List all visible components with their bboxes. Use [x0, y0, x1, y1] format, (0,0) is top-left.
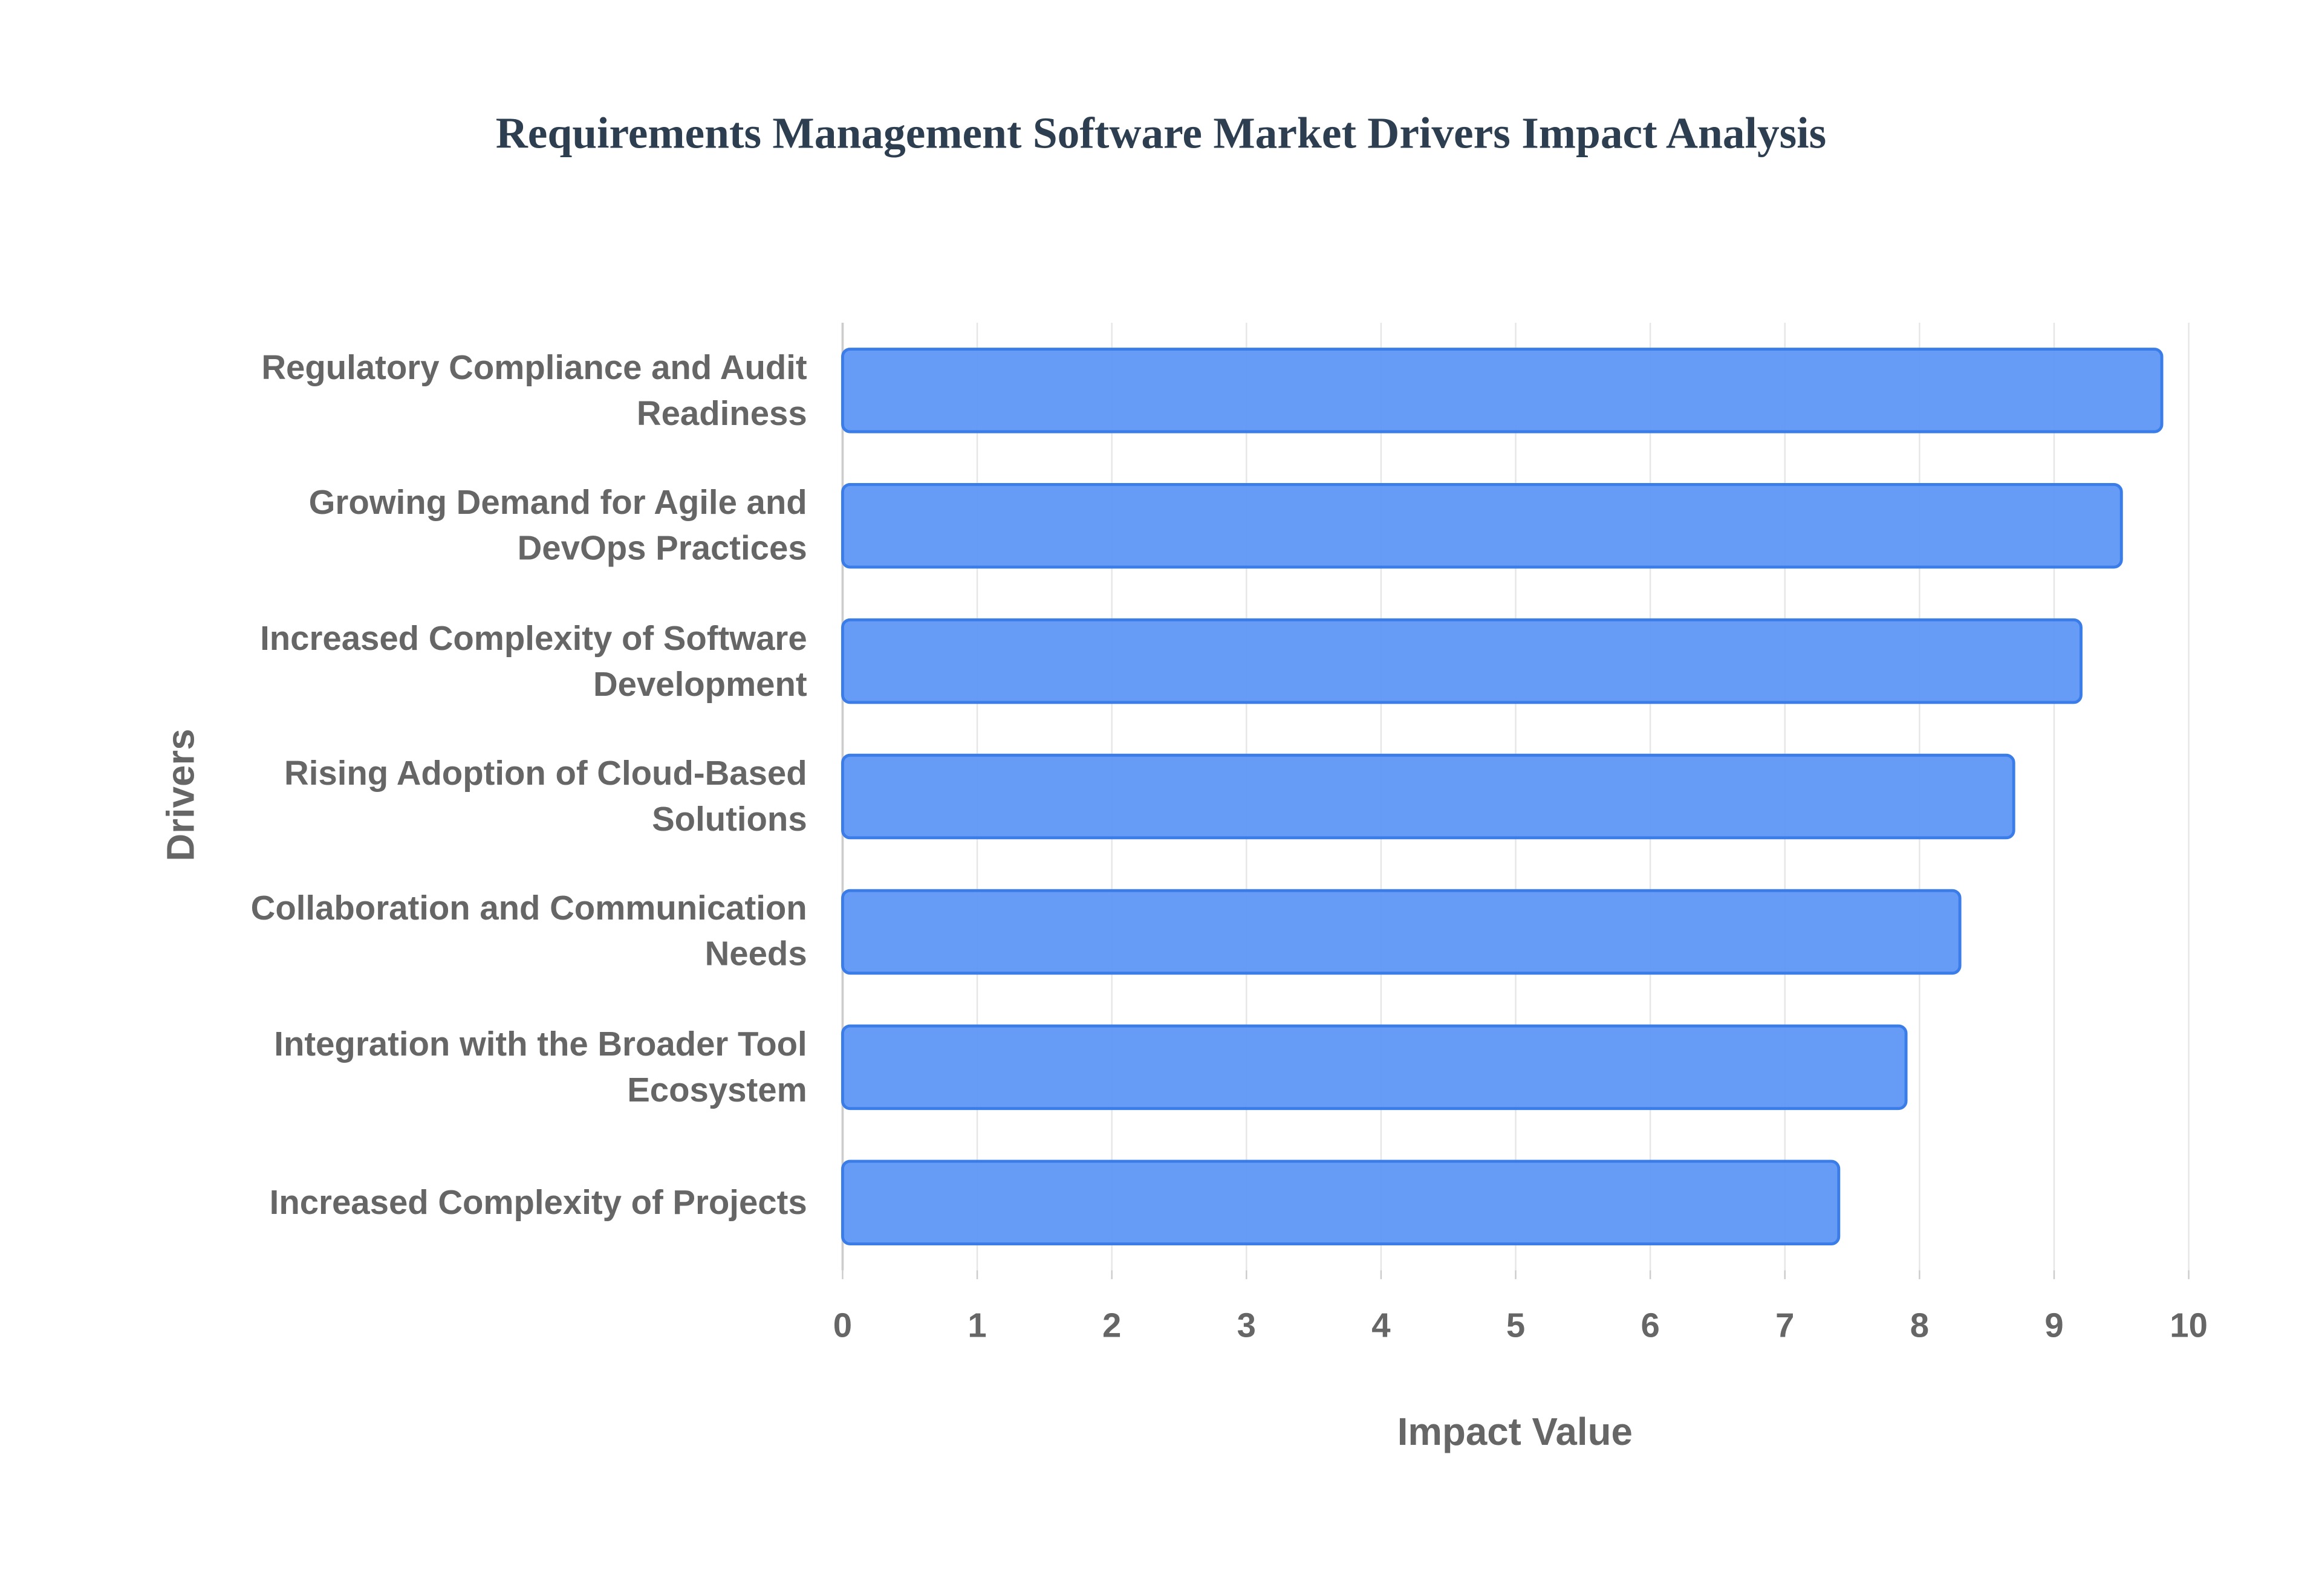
- x-axis-title: Impact Value: [1397, 1410, 1633, 1453]
- bar: [841, 618, 2083, 704]
- y-axis-title: Drivers: [159, 728, 202, 861]
- x-tick-label: 10: [2170, 1306, 2208, 1345]
- bar: [841, 889, 1962, 975]
- x-tick-label: 6: [1641, 1306, 1659, 1345]
- y-tick-label: Growing Demand for Agile and DevOps Prac…: [308, 482, 807, 568]
- y-tick-label-wrap: Growing Demand for Agile and DevOps Prac…: [215, 458, 807, 594]
- y-tick-label: Regulatory Compliance and Audit Readines…: [261, 347, 807, 432]
- y-tick-label-box: Integration with the Broader Tool Ecosys…: [215, 999, 807, 1135]
- x-tick-label: 8: [1910, 1306, 1929, 1345]
- x-tick-label: 4: [1371, 1306, 1391, 1345]
- x-tick-label: 2: [1102, 1306, 1121, 1345]
- chart-title: Requirements Management Software Market …: [496, 109, 1827, 158]
- y-tick-label: Increased Complexity of Projects: [269, 1182, 807, 1221]
- bar: [841, 1024, 1908, 1111]
- y-tick-label-box: Collaboration and Communication Needs: [215, 864, 807, 999]
- bar: [841, 348, 2164, 433]
- y-tick-label-box: Increased Complexity of Software Develop…: [215, 594, 807, 729]
- bar: [841, 482, 2123, 569]
- y-tick-label: Integration with the Broader Tool Ecosys…: [274, 1024, 807, 1109]
- y-tick-label: Rising Adoption of Cloud-Based Solutions: [284, 753, 807, 839]
- y-tick-label-wrap: Integration with the Broader Tool Ecosys…: [215, 999, 807, 1135]
- x-tick-label: 9: [2044, 1306, 2063, 1345]
- y-tick-label-box: Increased Complexity of Projects: [215, 1135, 807, 1270]
- y-tick-label-box: Growing Demand for Agile and DevOps Prac…: [215, 458, 807, 594]
- y-tick-label-wrap: Increased Complexity of Projects: [215, 1135, 807, 1270]
- y-tick-label-wrap: Collaboration and Communication Needs: [215, 864, 807, 999]
- y-tick-label-wrap: Regulatory Compliance and Audit Readines…: [215, 323, 807, 458]
- y-tick-label-wrap: Increased Complexity of Software Develop…: [215, 594, 807, 729]
- x-tick-label: 3: [1237, 1306, 1256, 1345]
- x-tick-label: 1: [968, 1306, 986, 1345]
- y-tick-label-box: Regulatory Compliance and Audit Readines…: [215, 323, 807, 458]
- y-tick-label-box: Rising Adoption of Cloud-Based Solutions: [215, 729, 807, 864]
- y-tick-label: Collaboration and Communication Needs: [250, 889, 807, 973]
- bar: [841, 1160, 1841, 1246]
- bar: [841, 753, 2015, 840]
- x-tick-label: 5: [1506, 1306, 1525, 1345]
- x-tick-label: 7: [1775, 1306, 1794, 1345]
- y-tick-label-wrap: Rising Adoption of Cloud-Based Solutions: [215, 729, 807, 864]
- x-tick-label: 0: [833, 1306, 852, 1345]
- y-tick-label: Increased Complexity of Software Develop…: [260, 618, 807, 703]
